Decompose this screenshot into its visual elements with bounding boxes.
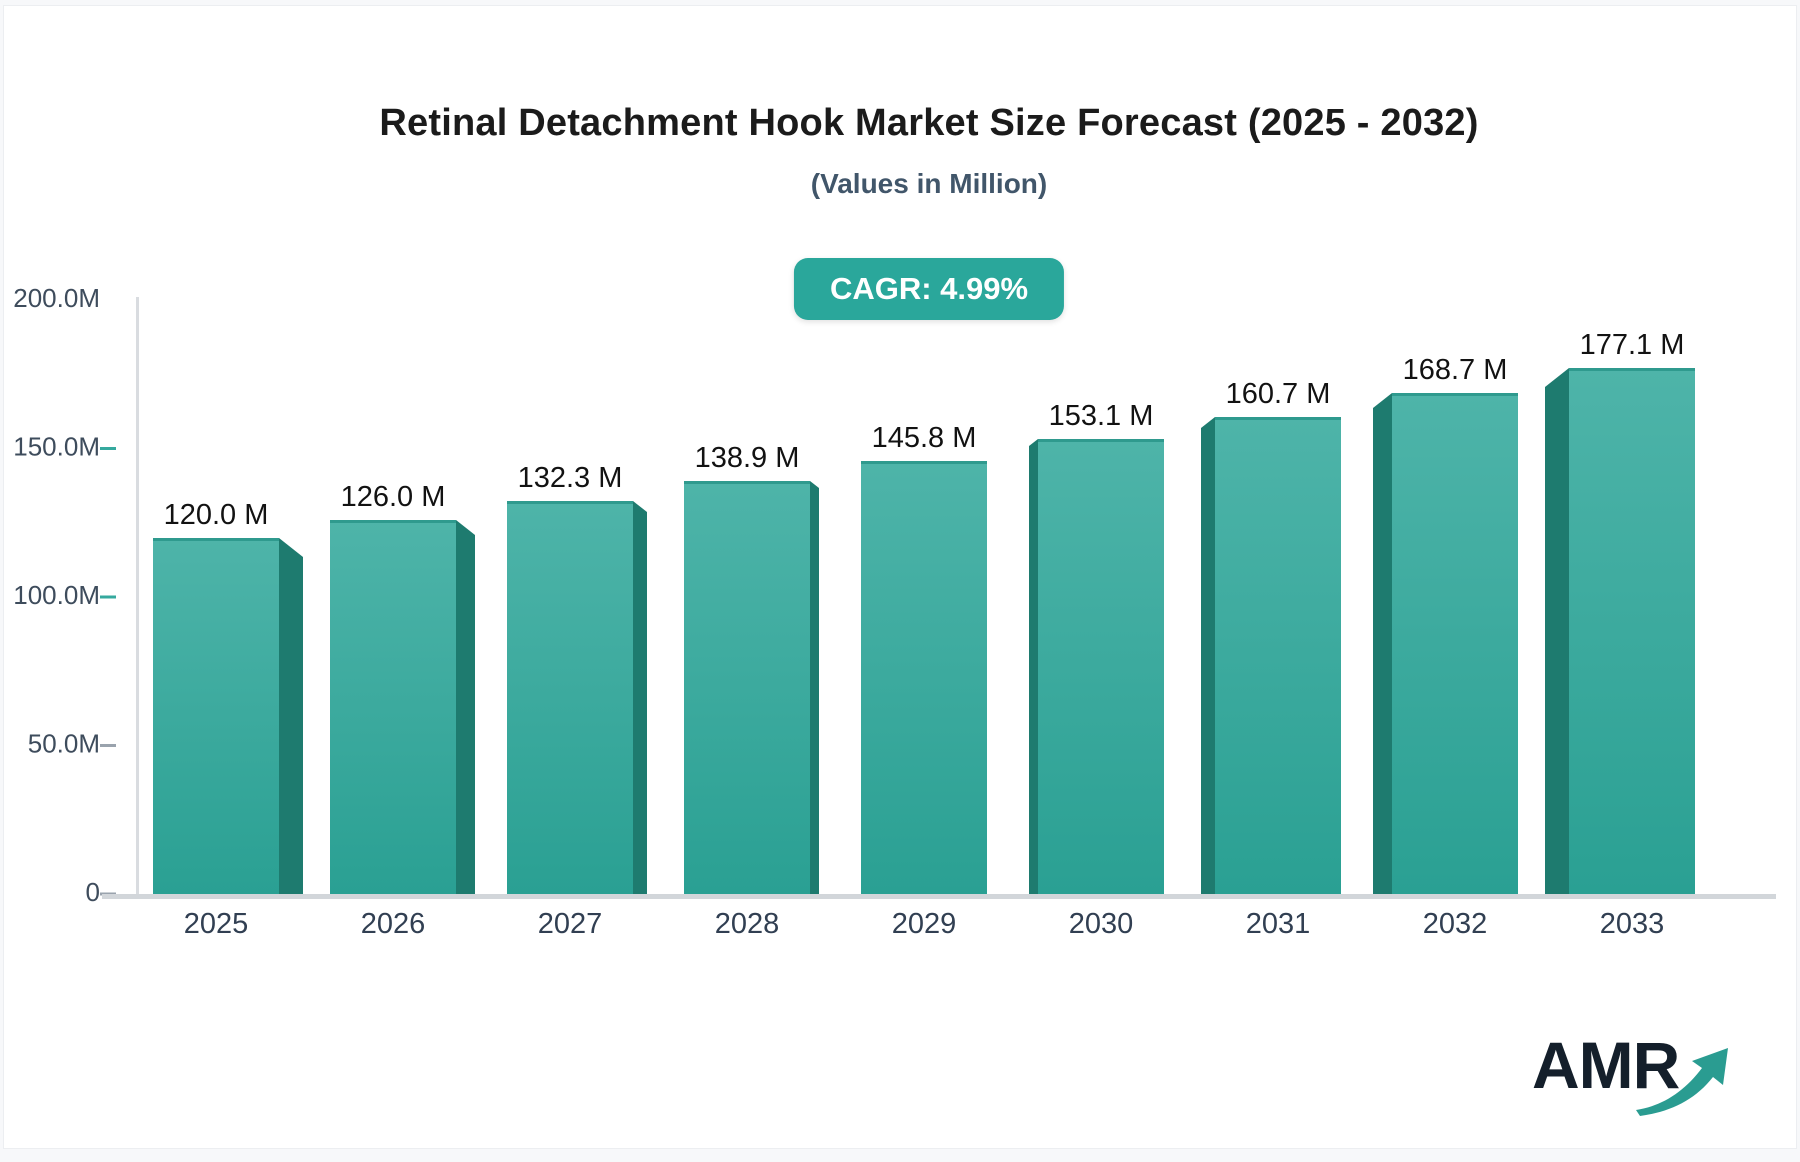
chart-card: Retinal Detachment Hook Market Size Fore… <box>3 5 1797 1149</box>
y-tick-label: 0 <box>86 877 100 907</box>
amr-logo-text: AMR <box>1532 1028 1680 1102</box>
bar-side-face <box>1201 417 1215 894</box>
bar-value-label: 138.9 M <box>695 442 800 474</box>
bar-2028[interactable] <box>684 481 810 894</box>
bar-value-label: 160.7 M <box>1226 378 1331 410</box>
y-tick-label: 100.0M <box>13 580 100 610</box>
x-axis-year-label: 2032 <box>1423 908 1488 940</box>
bar-group-2025: 120.0 M 2025 <box>153 499 303 940</box>
chart-title: Retinal Detachment Hook Market Size Fore… <box>379 102 1479 144</box>
x-axis-year-label: 2029 <box>892 908 957 940</box>
bar-group-2028: 138.9 M 2028 <box>684 442 819 940</box>
bar-chart: 200.0M 150.0M 100.0M 50.0M 0 120.0 M 2025 126.0… <box>13 283 1776 940</box>
bar-side-face <box>1545 368 1569 894</box>
cagr-badge: CAGR: 4.99% <box>793 258 1065 320</box>
bar-2025[interactable] <box>153 538 279 894</box>
x-axis-year-label: 2028 <box>715 908 780 940</box>
trend-up-arrow-icon <box>1636 1048 1728 1116</box>
bar-side-face <box>1373 393 1392 894</box>
x-axis-year-label: 2025 <box>184 908 249 940</box>
bar-group-2027: 132.3 M 2027 <box>507 462 647 940</box>
bar-2032[interactable] <box>1392 393 1518 894</box>
chart-subtitle: (Values in Million) <box>810 168 1048 199</box>
x-axis-year-label: 2033 <box>1600 908 1665 940</box>
bar-2031[interactable] <box>1215 417 1341 894</box>
bar-value-label: 168.7 M <box>1403 354 1508 386</box>
bar-value-label: 145.8 M <box>872 422 977 454</box>
bar-value-label: 120.0 M <box>164 499 269 531</box>
bar-group-2031: 160.7 M 2031 <box>1201 378 1341 940</box>
bar-side-face <box>633 501 647 894</box>
bar-group-2026: 126.0 M 2026 <box>330 481 475 940</box>
y-tick-label: 150.0M <box>13 431 100 461</box>
bar-2026[interactable] <box>330 520 456 894</box>
x-axis-year-label: 2027 <box>538 908 603 940</box>
bar-side-face <box>1029 439 1038 894</box>
x-axis-year-label: 2031 <box>1246 908 1311 940</box>
bar-group-2032: 168.7 M 2032 <box>1373 354 1518 940</box>
bar-value-label: 126.0 M <box>341 481 446 513</box>
y-tick-label: 200.0M <box>13 283 100 313</box>
bar-group-2030: 153.1 M 2030 <box>1029 400 1164 940</box>
bar-side-face <box>810 481 819 894</box>
x-axis-year-label: 2026 <box>361 908 426 940</box>
bar-value-label: 132.3 M <box>518 462 623 494</box>
bar-group-2029: 145.8 M 2029 <box>861 422 987 940</box>
bar-value-label: 177.1 M <box>1580 329 1685 361</box>
bar-side-face <box>279 538 303 894</box>
x-axis-year-label: 2030 <box>1069 908 1134 940</box>
bar-2030[interactable] <box>1038 439 1164 894</box>
bar-2029[interactable] <box>861 461 987 894</box>
y-tick-label: 50.0M <box>28 728 100 758</box>
bar-value-label: 153.1 M <box>1049 400 1154 432</box>
bar-side-face <box>456 520 475 894</box>
amr-logo[interactable]: AMR <box>1532 1032 1742 1122</box>
bar-2033[interactable] <box>1569 368 1695 894</box>
bar-2027[interactable] <box>507 501 633 894</box>
bar-group-2033: 177.1 M 2033 <box>1545 329 1695 940</box>
